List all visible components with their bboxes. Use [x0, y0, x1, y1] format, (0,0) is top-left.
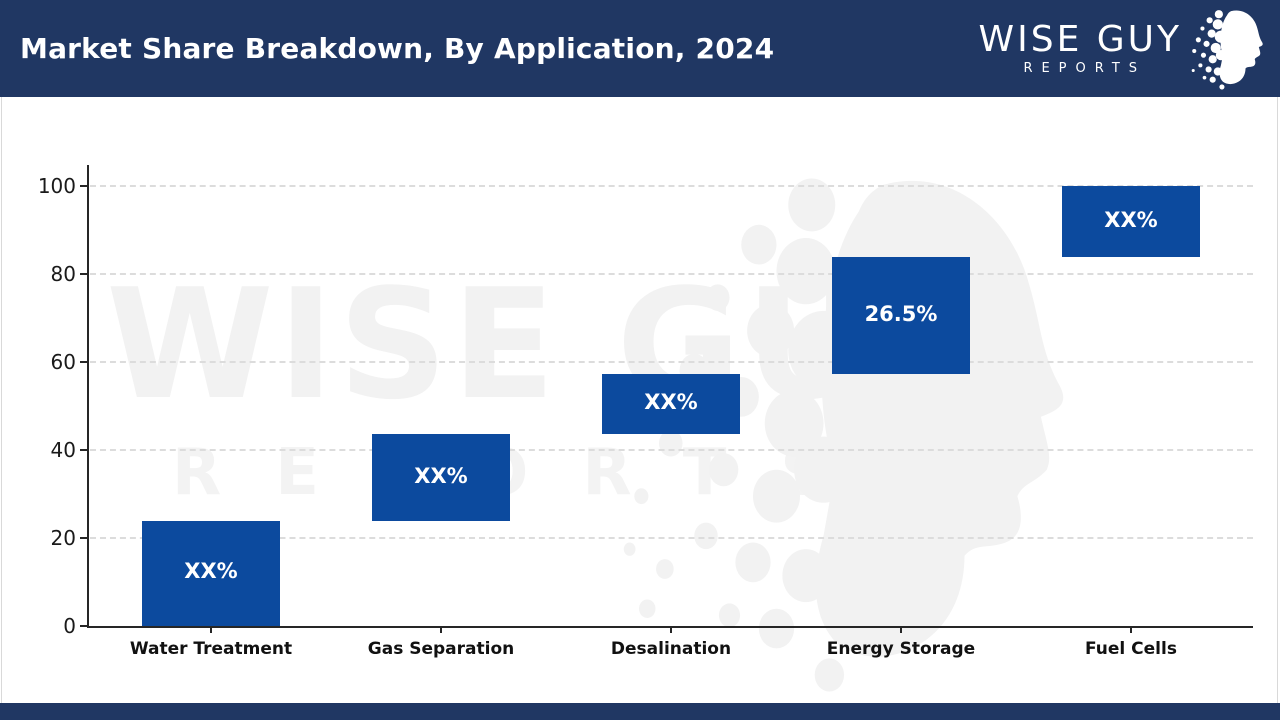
- bar: [1062, 186, 1200, 258]
- logo-wordmark: WISE GUY: [978, 19, 1182, 61]
- x-category-label: Desalination: [610, 639, 732, 659]
- bar-label: XX%: [1104, 207, 1158, 232]
- page-title: Market Share Breakdown, By Application, …: [20, 32, 775, 65]
- bar-label: 26.5%: [864, 301, 938, 326]
- bar-label: XX%: [414, 463, 468, 488]
- x-tick-mark: [900, 626, 902, 633]
- y-tick-mark: [80, 273, 88, 275]
- y-tick-label: 60: [50, 350, 76, 374]
- x-category-label: Fuel Cells: [1085, 639, 1177, 659]
- gridline: [90, 361, 1253, 363]
- y-tick-label: 80: [50, 262, 76, 286]
- logo-text: WISE GUY REPORTS: [979, 21, 1183, 76]
- bar: [142, 520, 280, 626]
- y-tick-mark: [80, 449, 88, 451]
- x-axis-line: [87, 626, 1253, 628]
- bar-label: XX%: [184, 559, 238, 584]
- x-category-label: Energy Storage: [826, 639, 976, 659]
- x-tick-mark: [210, 626, 212, 633]
- bar-label: XX%: [644, 390, 698, 415]
- gridline: [90, 185, 1253, 187]
- x-category-label: Gas Separation: [367, 639, 515, 659]
- bar: [832, 257, 970, 374]
- x-tick-mark: [1130, 626, 1132, 633]
- x-tick-mark: [670, 626, 672, 633]
- y-tick-label: 100: [37, 174, 76, 198]
- y-axis-line: [87, 165, 89, 628]
- logo-face-icon: [1191, 9, 1263, 89]
- gridline: [90, 449, 1253, 451]
- header-bar: Market Share Breakdown, By Application, …: [0, 0, 1280, 97]
- x-tick-mark: [440, 626, 442, 633]
- gridline: [90, 537, 1253, 539]
- footer-bar: [0, 703, 1280, 720]
- y-tick-label: 40: [50, 438, 76, 462]
- bar: [602, 373, 740, 435]
- y-tick-label: 0: [63, 614, 76, 638]
- y-tick-mark: [80, 625, 88, 627]
- bar: [372, 434, 510, 521]
- gridline: [90, 273, 1253, 275]
- wiseguy-logo: WISE GUY REPORTS: [979, 6, 1267, 92]
- y-tick-label: 20: [50, 526, 76, 550]
- y-tick-mark: [80, 185, 88, 187]
- y-tick-mark: [80, 361, 88, 363]
- logo-subtext: REPORTS: [1023, 60, 1147, 76]
- y-tick-mark: [80, 537, 88, 539]
- x-category-label: Water Treatment: [129, 639, 293, 659]
